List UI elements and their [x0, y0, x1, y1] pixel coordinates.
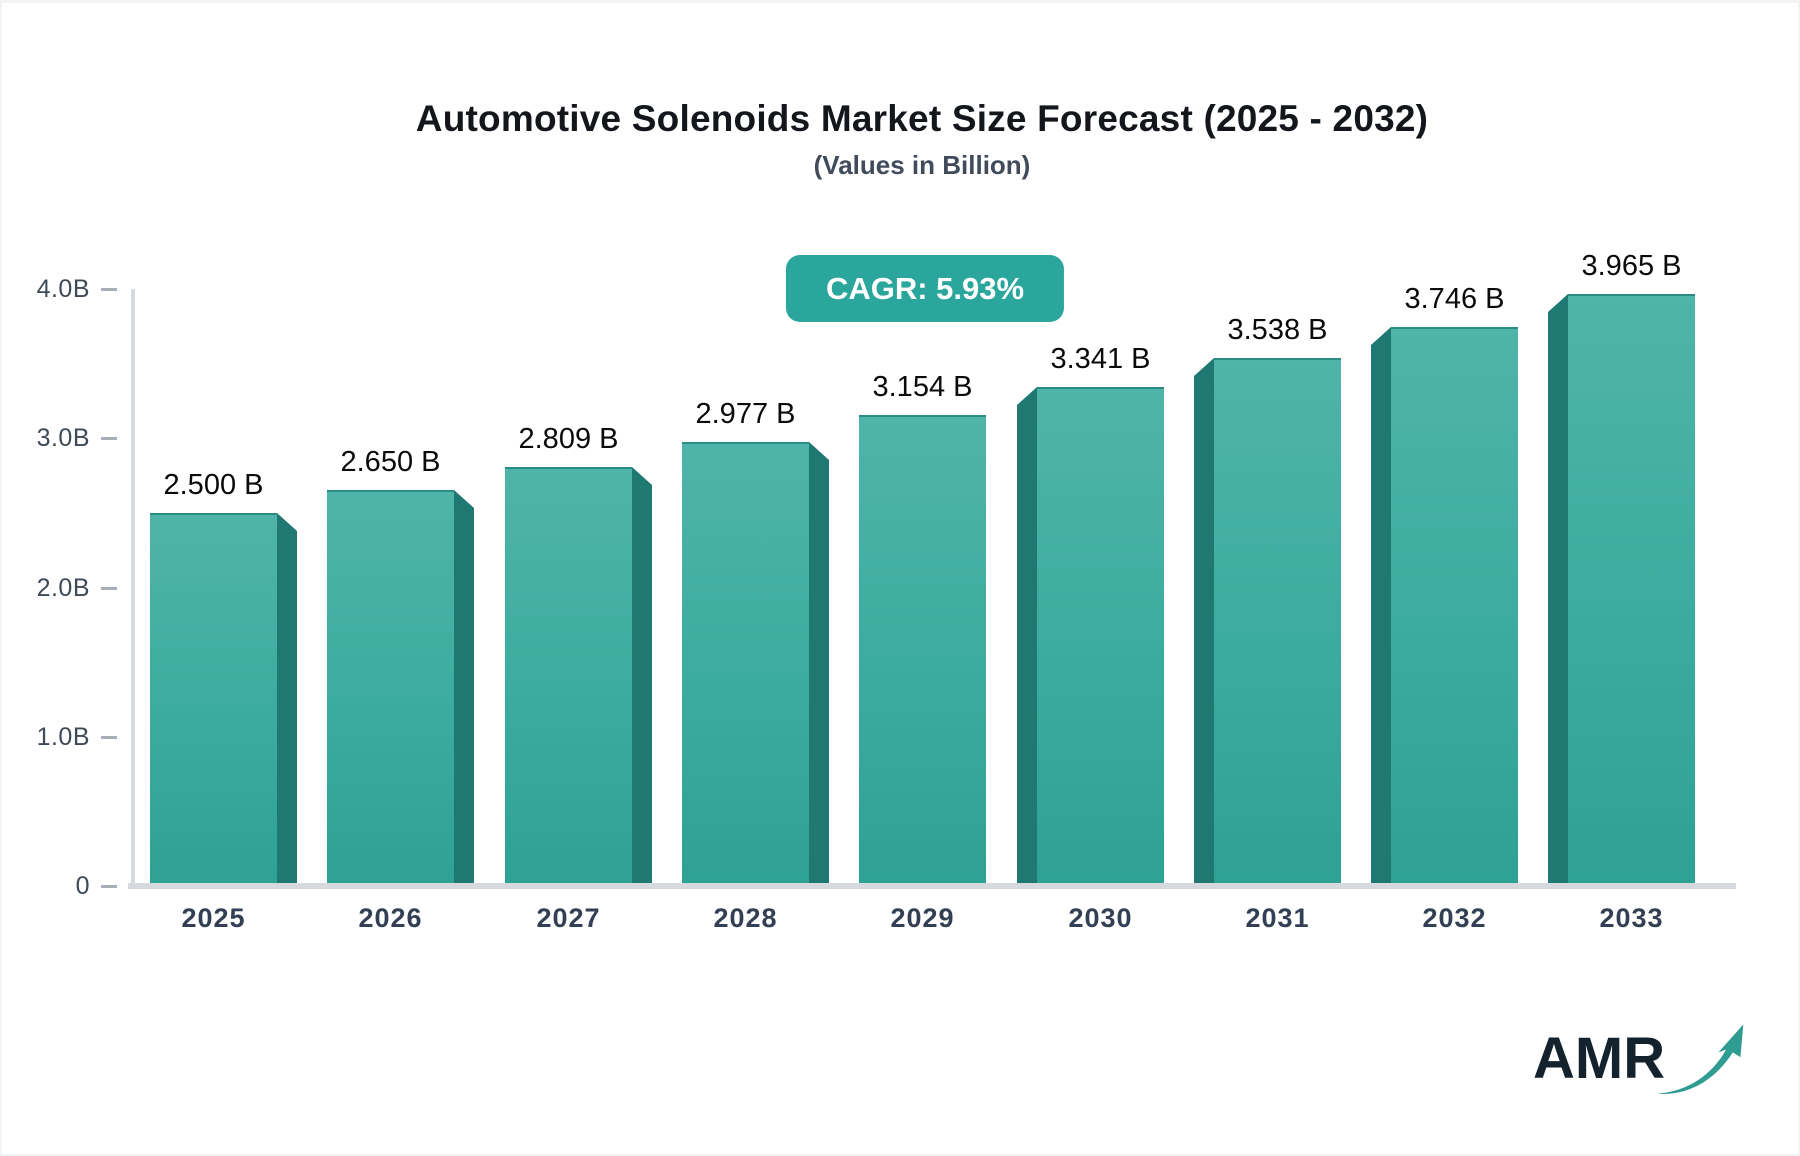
bar-side-left: [1548, 294, 1568, 889]
bar-value-label: 3.154 B: [872, 371, 973, 403]
bar-2030: [1017, 387, 1164, 889]
bar-side-right: [277, 513, 297, 889]
chart-subtitle: (Values in Billion): [813, 150, 1031, 180]
bar-side-left: [1017, 387, 1037, 889]
y-tick-dash: [101, 736, 117, 739]
y-tick-dash: [101, 437, 117, 440]
growth-arrow-icon: [1656, 1024, 1744, 1094]
bar-value-label: 3.746 B: [1404, 283, 1505, 315]
bar-value-label: 2.977 B: [695, 398, 796, 430]
bar-2027: [505, 467, 652, 889]
bar-side-left: [1371, 327, 1391, 889]
x-axis-label-2025: 2025: [181, 903, 246, 933]
x-axis-label-2027: 2027: [536, 903, 601, 933]
y-axis-label: 4.0B: [36, 275, 90, 303]
bar-value-label: 2.650 B: [340, 446, 441, 478]
x-axis-label-2031: 2031: [1245, 903, 1310, 933]
bar-face: [150, 513, 277, 889]
bar-2029: [859, 415, 986, 889]
y-axis-label: 1.0B: [36, 723, 90, 751]
bar-value-label: 3.341 B: [1050, 343, 1151, 375]
bar-face: [1037, 387, 1164, 889]
bar-2033: [1548, 294, 1695, 889]
bar-value-label: 3.538 B: [1227, 314, 1328, 346]
x-axis-label-2030: 2030: [1068, 903, 1133, 933]
bar-value-label: 2.500 B: [163, 469, 264, 501]
bar-2031: [1194, 358, 1341, 889]
bar-face: [1214, 358, 1341, 889]
y-axis-label: 0: [75, 872, 90, 900]
y-tick-dash: [101, 288, 117, 291]
bar-side-left: [1194, 358, 1214, 889]
bar-face: [859, 415, 986, 889]
cagr-badge: CAGR: 5.93%: [785, 255, 1065, 322]
amr-logo-text: AMR: [1533, 1026, 1666, 1091]
x-axis-label-2033: 2033: [1599, 903, 1664, 933]
bar-value-label: 3.965 B: [1581, 250, 1682, 282]
y-axis-label: 2.0B: [36, 574, 90, 602]
y-axis: [131, 289, 135, 889]
x-axis-label-2026: 2026: [358, 903, 423, 933]
bar-face: [682, 442, 809, 889]
amr-logo: AMR: [1533, 1024, 1744, 1118]
bar-side-right: [809, 442, 829, 889]
y-tick-dash: [101, 587, 117, 590]
chart-title: Automotive Solenoids Market Size Forecas…: [415, 98, 1429, 139]
bar-face: [1391, 327, 1518, 889]
bar-face: [505, 467, 632, 889]
bar-face: [1568, 294, 1695, 889]
page-top-border: [0, 0, 1800, 3]
x-axis-label-2032: 2032: [1422, 903, 1487, 933]
bar-2028: [682, 442, 829, 889]
x-axis-baseline: [128, 883, 1736, 889]
y-axis-label: 3.0B: [36, 424, 90, 452]
bar-face: [327, 490, 454, 889]
x-axis-label-2028: 2028: [713, 903, 778, 933]
bar-side-right: [632, 467, 652, 889]
y-tick-dash: [101, 885, 117, 888]
x-axis-label-2029: 2029: [890, 903, 955, 933]
bar-2026: [327, 490, 474, 889]
bar-value-label: 2.809 B: [518, 423, 619, 455]
bar-2032: [1371, 327, 1518, 889]
bar-2025: [150, 513, 297, 889]
bar-side-right: [454, 490, 474, 889]
